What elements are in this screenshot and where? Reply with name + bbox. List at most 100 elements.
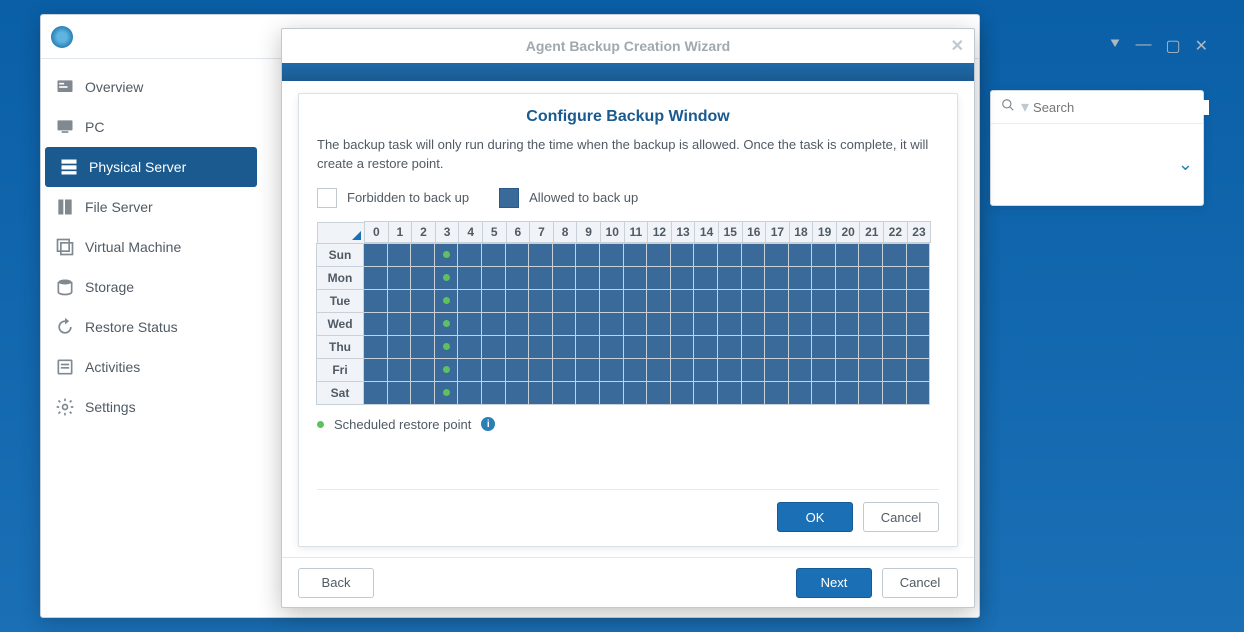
- close-icon[interactable]: ✕: [1195, 36, 1208, 56]
- grid-cell[interactable]: [741, 381, 766, 405]
- grid-cell[interactable]: [646, 335, 671, 359]
- grid-cell[interactable]: [835, 289, 860, 313]
- sidebar-item-restore-status[interactable]: Restore Status: [41, 307, 261, 347]
- grid-cell[interactable]: [788, 243, 813, 267]
- grid-cell[interactable]: [623, 243, 648, 267]
- grid-cell[interactable]: [882, 243, 907, 267]
- grid-day-header[interactable]: Sat: [316, 381, 364, 405]
- grid-cell[interactable]: [646, 243, 671, 267]
- grid-cell[interactable]: [552, 358, 577, 382]
- grid-cell[interactable]: [528, 358, 553, 382]
- grid-cell[interactable]: [623, 266, 648, 290]
- grid-cell[interactable]: [505, 335, 530, 359]
- grid-cell[interactable]: [387, 312, 412, 336]
- grid-cell[interactable]: [741, 335, 766, 359]
- grid-cell[interactable]: [552, 289, 577, 313]
- grid-cell[interactable]: [835, 312, 860, 336]
- grid-cell[interactable]: [505, 312, 530, 336]
- grid-cell[interactable]: [906, 243, 931, 267]
- grid-cell[interactable]: [599, 243, 624, 267]
- wizard-close-icon[interactable]: ✕: [951, 36, 964, 56]
- grid-cell[interactable]: [505, 266, 530, 290]
- grid-cell[interactable]: [693, 266, 718, 290]
- grid-cell[interactable]: [363, 266, 388, 290]
- grid-cell[interactable]: [882, 289, 907, 313]
- grid-cell[interactable]: [457, 266, 482, 290]
- grid-cell[interactable]: [552, 312, 577, 336]
- grid-cell[interactable]: [528, 289, 553, 313]
- backup-window-grid[interactable]: 01234567891011121314151617181920212223Su…: [317, 222, 939, 405]
- sidebar-item-settings[interactable]: Settings: [41, 387, 261, 427]
- grid-cell[interactable]: [434, 381, 459, 405]
- grid-cell[interactable]: [764, 335, 789, 359]
- grid-cell[interactable]: [434, 335, 459, 359]
- grid-cell[interactable]: [410, 335, 435, 359]
- grid-cell[interactable]: [363, 358, 388, 382]
- grid-cell[interactable]: [741, 312, 766, 336]
- grid-cell[interactable]: [693, 358, 718, 382]
- grid-cell[interactable]: [599, 381, 624, 405]
- grid-cell[interactable]: [646, 381, 671, 405]
- search-input[interactable]: [1033, 100, 1209, 115]
- ok-button[interactable]: OK: [777, 502, 853, 532]
- grid-cell[interactable]: [717, 358, 742, 382]
- grid-hour-header[interactable]: 13: [671, 221, 696, 243]
- grid-cell[interactable]: [434, 289, 459, 313]
- grid-cell[interactable]: [410, 358, 435, 382]
- sidebar-item-storage[interactable]: Storage: [41, 267, 261, 307]
- grid-day-header[interactable]: Tue: [316, 289, 364, 313]
- grid-cell[interactable]: [788, 266, 813, 290]
- grid-cell[interactable]: [623, 381, 648, 405]
- grid-cell[interactable]: [599, 312, 624, 336]
- grid-cell[interactable]: [764, 243, 789, 267]
- grid-cell[interactable]: [788, 335, 813, 359]
- grid-cell[interactable]: [693, 289, 718, 313]
- wizard-cancel-button[interactable]: Cancel: [882, 568, 958, 598]
- grid-cell[interactable]: [670, 381, 695, 405]
- grid-cell[interactable]: [363, 289, 388, 313]
- grid-hour-header[interactable]: 6: [506, 221, 531, 243]
- grid-cell[interactable]: [670, 266, 695, 290]
- grid-cell[interactable]: [858, 266, 883, 290]
- grid-cell[interactable]: [858, 335, 883, 359]
- grid-hour-header[interactable]: 1: [388, 221, 413, 243]
- grid-cell[interactable]: [575, 266, 600, 290]
- grid-cell[interactable]: [670, 243, 695, 267]
- grid-cell[interactable]: [623, 335, 648, 359]
- grid-hour-header[interactable]: 18: [789, 221, 814, 243]
- grid-cell[interactable]: [882, 312, 907, 336]
- grid-cell[interactable]: [858, 358, 883, 382]
- grid-cell[interactable]: [717, 312, 742, 336]
- grid-cell[interactable]: [599, 358, 624, 382]
- grid-cell[interactable]: [670, 358, 695, 382]
- grid-cell[interactable]: [387, 243, 412, 267]
- grid-day-header[interactable]: Wed: [316, 312, 364, 336]
- grid-hour-header[interactable]: 10: [600, 221, 625, 243]
- grid-cell[interactable]: [434, 312, 459, 336]
- grid-hour-header[interactable]: 15: [718, 221, 743, 243]
- grid-cell[interactable]: [788, 312, 813, 336]
- grid-cell[interactable]: [575, 381, 600, 405]
- grid-cell[interactable]: [575, 243, 600, 267]
- grid-hour-header[interactable]: 9: [576, 221, 601, 243]
- grid-cell[interactable]: [741, 358, 766, 382]
- dropdown-icon[interactable]: ⯆: [1109, 36, 1122, 56]
- grid-hour-header[interactable]: 12: [647, 221, 672, 243]
- grid-cell[interactable]: [788, 381, 813, 405]
- grid-cell[interactable]: [858, 381, 883, 405]
- grid-cell[interactable]: [717, 289, 742, 313]
- grid-cell[interactable]: [741, 289, 766, 313]
- grid-cell[interactable]: [575, 312, 600, 336]
- grid-cell[interactable]: [788, 289, 813, 313]
- back-button[interactable]: Back: [298, 568, 374, 598]
- grid-cell[interactable]: [623, 312, 648, 336]
- maximize-icon[interactable]: ▢: [1165, 36, 1180, 56]
- grid-cell[interactable]: [410, 381, 435, 405]
- grid-cell[interactable]: [835, 358, 860, 382]
- grid-cell[interactable]: [528, 381, 553, 405]
- grid-cell[interactable]: [434, 266, 459, 290]
- grid-cell[interactable]: [882, 335, 907, 359]
- grid-cell[interactable]: [811, 243, 836, 267]
- grid-cell[interactable]: [457, 358, 482, 382]
- grid-cell[interactable]: [646, 312, 671, 336]
